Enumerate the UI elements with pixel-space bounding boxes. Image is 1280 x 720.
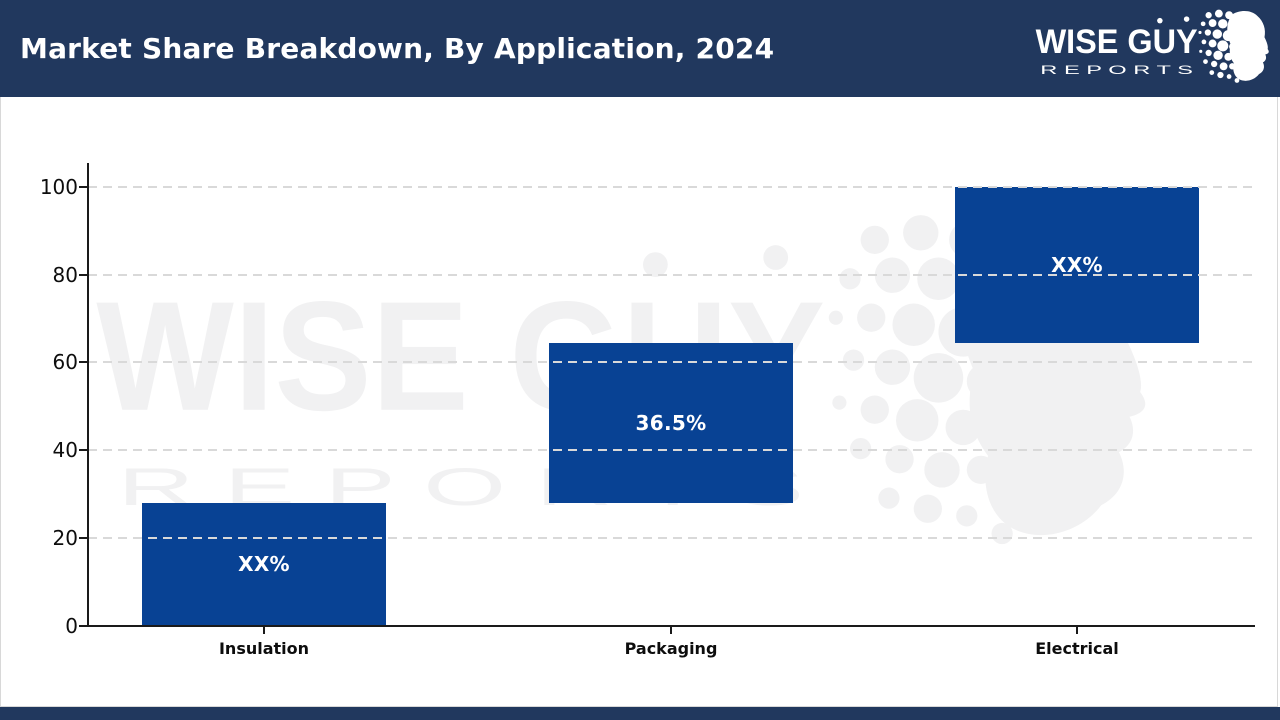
footer-bar	[0, 707, 1280, 720]
y-tick-label: 100	[39, 175, 78, 199]
y-axis-spine	[87, 163, 89, 627]
y-tick-label: 60	[52, 350, 78, 375]
gridline	[88, 186, 1253, 188]
x-tick-mark	[1076, 627, 1078, 634]
y-tick-label: 20	[52, 525, 78, 550]
x-axis-label: Packaging	[624, 639, 718, 658]
x-axis-label: Electrical	[1035, 639, 1119, 658]
x-tick-mark	[263, 627, 265, 634]
bar-value-label: XX%	[238, 552, 290, 577]
y-tick-mark	[79, 624, 88, 627]
x-axis-label: Insulation	[218, 639, 310, 658]
y-tick-label: 0	[65, 613, 78, 638]
y-tick-mark	[79, 361, 88, 364]
x-tick-mark	[670, 627, 672, 634]
gridline	[88, 273, 1253, 276]
gridline	[88, 361, 1253, 364]
bar-value-label: XX%	[1051, 252, 1103, 277]
y-tick-mark	[79, 536, 88, 539]
y-tick-mark	[79, 186, 88, 188]
x-axis-line	[87, 625, 1255, 627]
y-tick-mark	[79, 449, 88, 452]
header-bar: Market Share Breakdown, By Application, …	[0, 0, 1280, 97]
page-title: Market Share Breakdown, By Application, …	[20, 32, 775, 65]
bar-segment: XX%	[142, 502, 386, 626]
gridline	[88, 449, 1253, 452]
bar-value-label: 36.5%	[635, 410, 707, 435]
y-tick-label: 80	[52, 262, 78, 287]
bar-segment: 36.5%	[549, 342, 793, 503]
bar-segment: XX%	[955, 187, 1199, 343]
gridline	[88, 536, 1253, 539]
y-tick-label: 40	[52, 438, 78, 463]
y-tick-mark	[79, 273, 88, 276]
